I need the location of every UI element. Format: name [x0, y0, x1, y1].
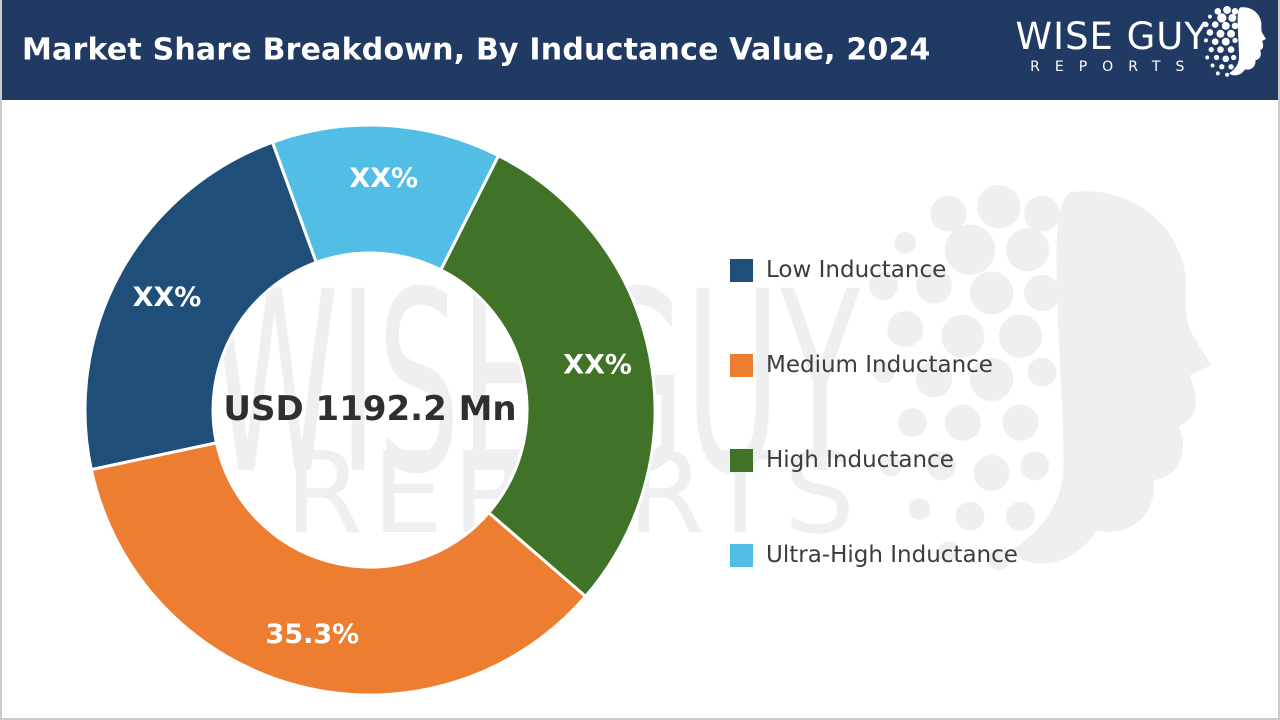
legend-label: Medium Inductance: [766, 352, 993, 378]
legend-item-ultra-high-inductance: Ultra-High Inductance: [730, 542, 1018, 568]
legend-label: Low Inductance: [766, 257, 947, 283]
legend-swatch-medium-inductance: [730, 353, 753, 377]
page-title: Market Share Breakdown, By Inductance Va…: [22, 32, 931, 68]
donut-segment-ultra-high-inductance: [271, 123, 500, 272]
slice-label-high-inductance: XX%: [563, 350, 632, 381]
legend-label: High Inductance: [766, 447, 954, 473]
chart-legend: Low Inductance Medium Inductance High Indu…: [730, 257, 1018, 568]
legend-item-high-inductance: High Inductance: [730, 447, 1018, 473]
donut-segment-low-inductance: [83, 140, 318, 472]
legend-item-low-inductance: Low Inductance: [730, 257, 1018, 283]
donut-segment-high-inductance: [439, 154, 657, 598]
legend-item-medium-inductance: Medium Inductance: [730, 352, 1018, 378]
chart-center-value: USD 1192.2 Mn: [223, 389, 517, 429]
header: Market Share Breakdown, By Inductance Va…: [0, 0, 1280, 100]
legend-swatch-ultra-high-inductance: [730, 543, 753, 567]
legend-swatch-high-inductance: [730, 448, 753, 472]
logo-text: WISE GUY REPORTS: [1015, 15, 1208, 75]
logo-wordmark: WISE GUY: [1015, 15, 1208, 58]
slice-label-low-inductance: XX%: [133, 282, 202, 313]
donut-segment-medium-inductance: [89, 441, 588, 697]
face-logo-icon: [1203, 6, 1267, 77]
donut-chart: XX% 35.3% XX% XX%: [83, 123, 657, 697]
slice-label-medium-inductance: 35.3%: [266, 619, 360, 650]
slice-label-ultra-high-inductance: XX%: [349, 163, 418, 194]
legend-label: Ultra-High Inductance: [766, 542, 1018, 568]
logo-subtext: REPORTS: [1030, 58, 1200, 75]
legend-swatch-low-inductance: [730, 258, 753, 282]
wiseguy-logo: WISE GUY REPORTS: [1016, 6, 1268, 82]
